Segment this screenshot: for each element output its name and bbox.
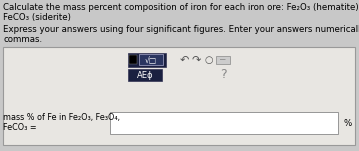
Text: FeCO₃ =: FeCO₃ =: [3, 123, 37, 132]
Text: %: %: [344, 119, 352, 127]
FancyBboxPatch shape: [3, 47, 355, 145]
Text: ○: ○: [205, 55, 213, 65]
Text: ↷: ↷: [191, 55, 201, 65]
Text: commas.: commas.: [3, 35, 42, 44]
Text: mass % of Fe in Fe₂O₃, Fe₃O₄,: mass % of Fe in Fe₂O₃, Fe₃O₄,: [3, 113, 120, 122]
Text: Calculate the mass percent composition of iron for each iron ore: Fe₂O₃ (hematit: Calculate the mass percent composition o…: [3, 3, 359, 12]
FancyBboxPatch shape: [139, 54, 163, 65]
FancyBboxPatch shape: [128, 69, 162, 81]
Text: ―: ―: [220, 58, 226, 63]
Text: ?: ?: [220, 69, 226, 82]
FancyBboxPatch shape: [216, 56, 230, 64]
Text: √□: √□: [145, 56, 157, 64]
Text: Express your answers using four significant figures. Enter your answers numerica: Express your answers using four signific…: [3, 25, 359, 34]
Text: FeCO₃ (siderite): FeCO₃ (siderite): [3, 13, 71, 22]
Text: AEϕ: AEϕ: [137, 71, 153, 79]
FancyBboxPatch shape: [128, 53, 166, 67]
FancyBboxPatch shape: [129, 55, 137, 64]
FancyBboxPatch shape: [110, 112, 338, 134]
Text: ↶: ↶: [179, 55, 189, 65]
